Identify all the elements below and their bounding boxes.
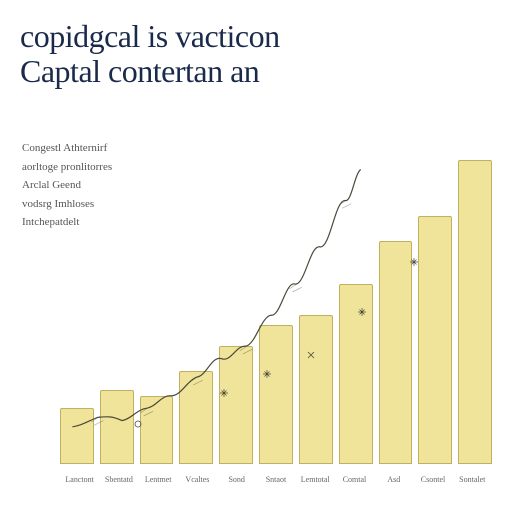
- x-axis-label: Sbentatd: [99, 475, 138, 484]
- star-marker-icon: [409, 254, 419, 264]
- x-axis-label: Vcaltes: [178, 475, 217, 484]
- chart-area: [60, 154, 492, 464]
- x-axis-label: Asd: [374, 475, 413, 484]
- x-axis-label: Lanctont: [60, 475, 99, 484]
- x-axis-label: Lemtotal: [296, 475, 335, 484]
- x-axis-label: Comtal: [335, 475, 374, 484]
- x-axis: LanctontSbentatdLentmetVcaltesSondSntaot…: [60, 475, 492, 484]
- x-axis-label: Sntaot: [256, 475, 295, 484]
- chart-title-area: copidgcal is vacticon Captal contertan a…: [20, 18, 492, 90]
- title-line-2: Captal contertan an: [20, 53, 492, 90]
- cross-marker-icon: [306, 347, 316, 357]
- star-marker-icon: [219, 385, 229, 395]
- title-line-1: copidgcal is vacticon: [20, 18, 492, 55]
- x-axis-label: Lentmet: [139, 475, 178, 484]
- x-axis-label: Csontel: [413, 475, 452, 484]
- x-axis-label: Sontalet: [453, 475, 492, 484]
- circle-marker-icon: [133, 416, 143, 426]
- star-marker-icon: [357, 304, 367, 314]
- x-axis-label: Sond: [217, 475, 256, 484]
- markers-layer: [60, 154, 492, 464]
- star-marker-icon: [262, 366, 272, 376]
